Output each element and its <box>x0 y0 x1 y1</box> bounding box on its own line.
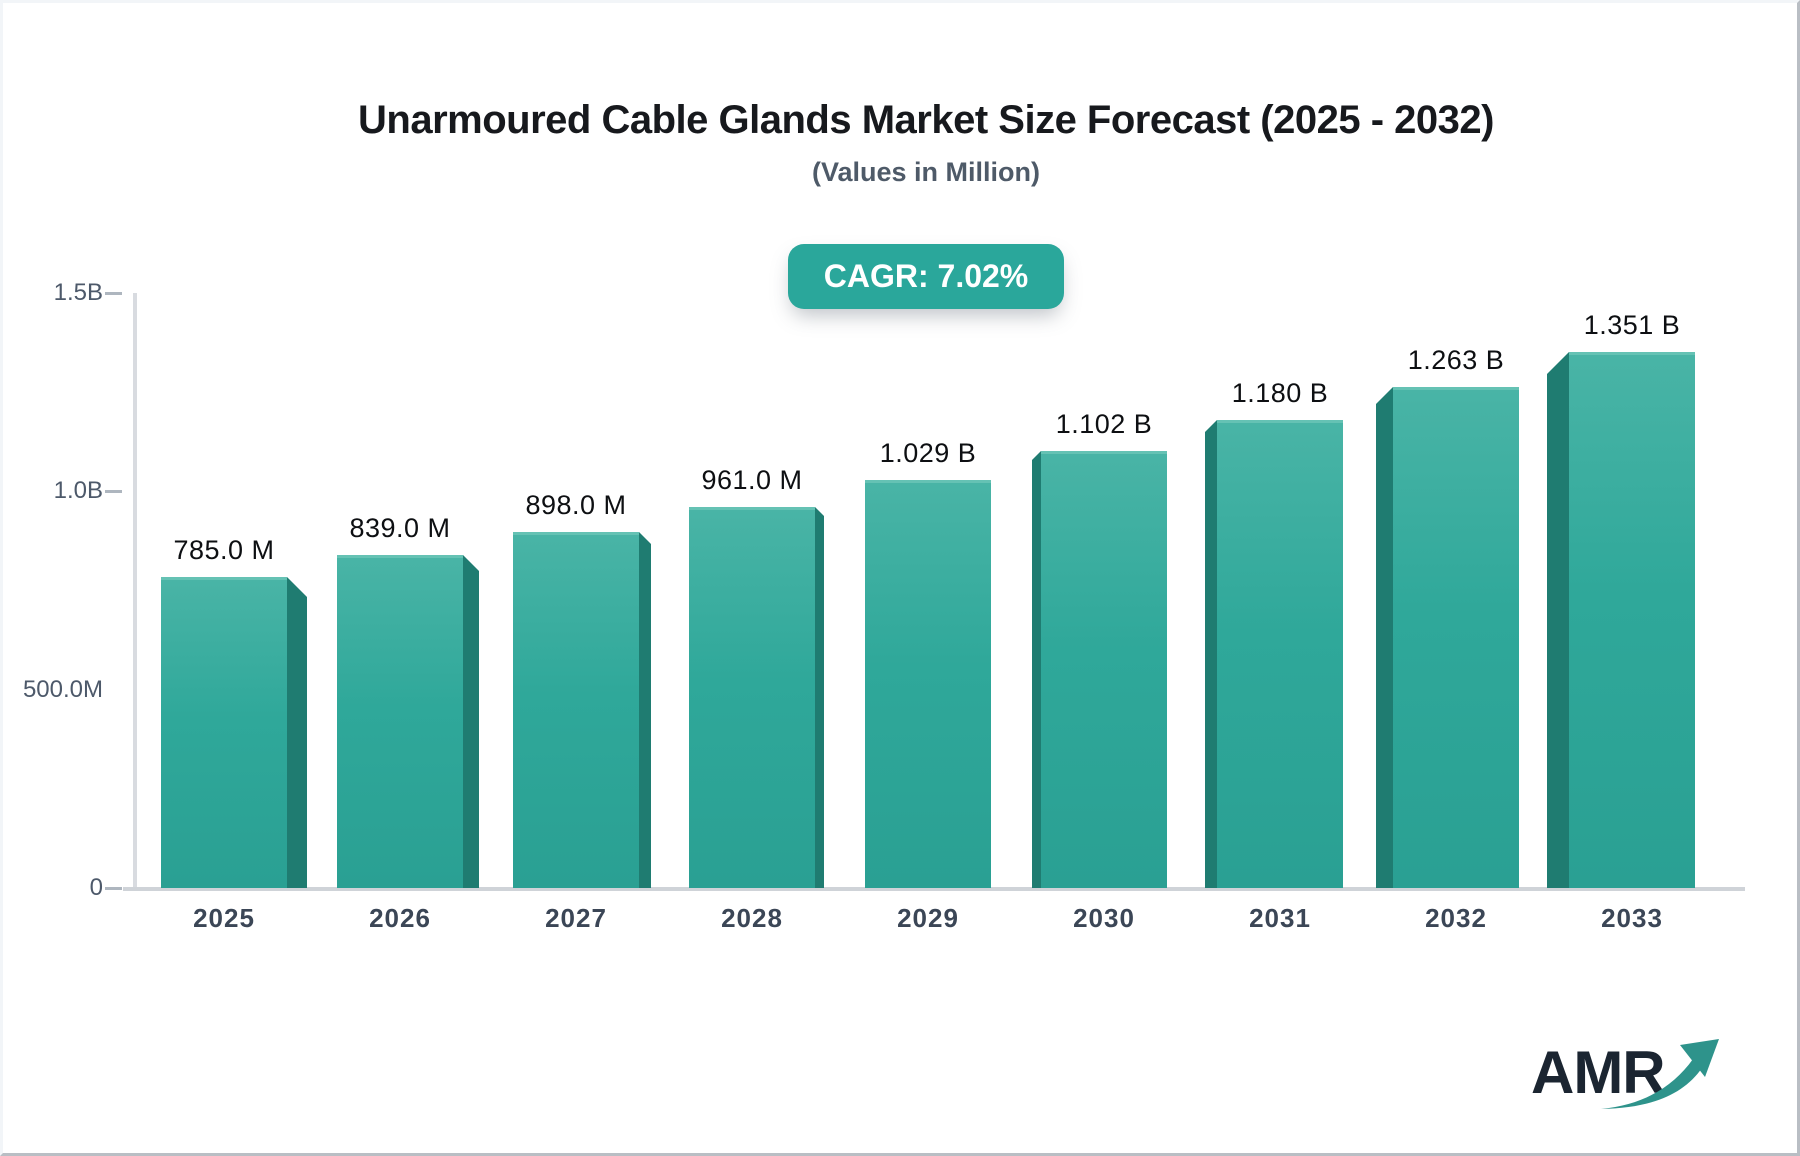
y-tick-label: 1.0B <box>53 477 103 504</box>
bar-side-face <box>1547 352 1569 888</box>
bar-value-label: 1.263 B <box>1407 345 1505 375</box>
bar-side-face <box>463 555 479 888</box>
bar-front-face <box>1217 420 1343 888</box>
x-tick-label-2032: 2032 <box>1425 903 1487 933</box>
x-tick-label-2025: 2025 <box>193 903 255 933</box>
bar-side-face <box>639 532 651 888</box>
bar-front-face <box>337 555 463 888</box>
y-tick-mark <box>105 292 122 295</box>
bar-side-face <box>1032 451 1041 888</box>
bar-value-label: 961.0 M <box>701 465 803 495</box>
bar-front-face <box>1393 387 1519 888</box>
y-tick-label: 0 <box>89 874 103 901</box>
bar-value-label: 1.102 B <box>1055 409 1153 439</box>
x-tick-label-2029: 2029 <box>897 903 959 933</box>
bar-value-label: 898.0 M <box>525 490 627 520</box>
chart-header: Unarmoured Cable Glands Market Size Fore… <box>123 3 1729 309</box>
amr-logo: AMR <box>1531 1039 1719 1109</box>
bar-2025[interactable] <box>161 577 307 888</box>
amr-logo-arrow-icon <box>1601 1059 1702 1109</box>
bar-front-face <box>161 577 287 888</box>
x-tick-label-2031: 2031 <box>1249 903 1311 933</box>
bar-value-label: 1.180 B <box>1231 378 1329 408</box>
bar-value-label: 785.0 M <box>173 535 275 565</box>
bar-2032[interactable] <box>1376 387 1519 888</box>
amr-logo-text: AMR <box>1531 1039 1665 1106</box>
x-tick-label-2026: 2026 <box>369 903 431 933</box>
y-tick-mark <box>105 887 122 890</box>
y-axis-line <box>133 293 137 891</box>
bar-front-face <box>689 507 815 888</box>
bar-side-face <box>1205 420 1217 888</box>
x-tick-label-2028: 2028 <box>721 903 783 933</box>
bar-2027[interactable] <box>513 532 651 888</box>
bar-value-label: 839.0 M <box>349 513 451 543</box>
x-tick-label-2030: 2030 <box>1073 903 1135 933</box>
x-axis-baseline <box>123 887 1745 891</box>
bar-front-face <box>1041 451 1167 888</box>
chart-title: Unarmoured Cable Glands Market Size Fore… <box>358 98 1494 142</box>
cagr-badge: CAGR: 7.02% <box>787 244 1065 309</box>
y-tick-mark <box>105 490 122 493</box>
bar-2029[interactable] <box>865 480 991 888</box>
y-tick-label: 500.0M <box>22 676 103 703</box>
bar-2026[interactable] <box>337 555 479 888</box>
bar-front-face <box>513 532 639 888</box>
bar-2028[interactable] <box>689 507 824 888</box>
bar-2031[interactable] <box>1205 420 1343 888</box>
bar-2033[interactable] <box>1547 352 1695 888</box>
bar-front-face <box>865 480 991 888</box>
bar-2030[interactable] <box>1032 451 1167 888</box>
bar-front-face <box>1569 352 1695 888</box>
bar-value-label: 1.029 B <box>879 438 977 468</box>
y-tick-label: 1.5B <box>53 279 103 306</box>
x-tick-label-2027: 2027 <box>545 903 607 933</box>
bar-side-face <box>287 577 307 888</box>
bar-side-face <box>1376 387 1393 888</box>
chart-subtitle: (Values in Million) <box>811 157 1041 187</box>
bar-value-label: 1.351 B <box>1583 310 1681 340</box>
x-tick-label-2033: 2033 <box>1601 903 1663 933</box>
amr-logo-arrowhead-icon <box>1680 1039 1719 1077</box>
bar-side-face <box>815 507 824 888</box>
